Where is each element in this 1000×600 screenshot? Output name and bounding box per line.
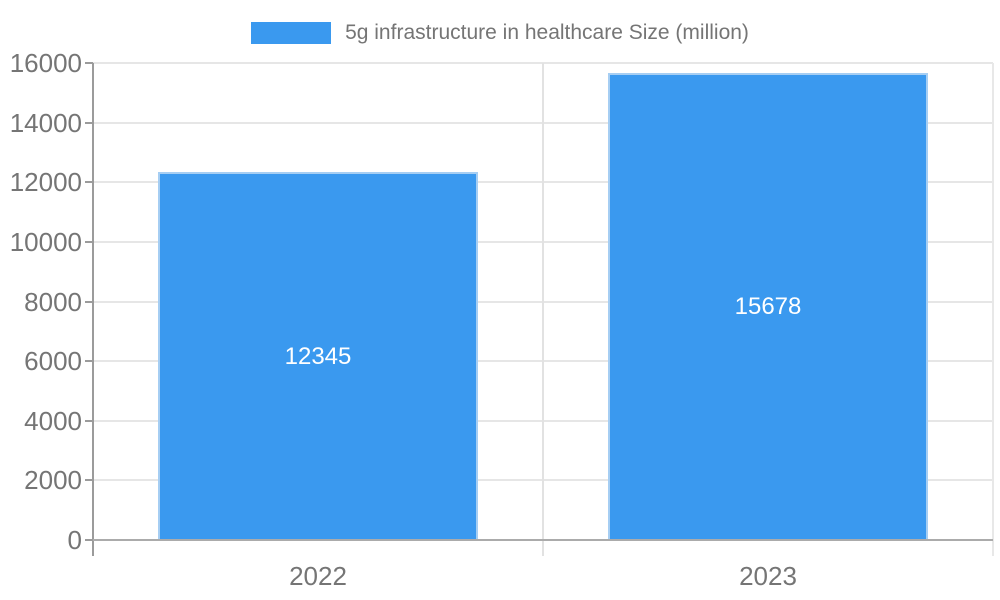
y-axis-tick: [85, 479, 93, 482]
plot-right-border: [992, 63, 994, 556]
y-axis-tick: [85, 419, 93, 422]
y-axis-tick: [85, 539, 93, 541]
bar-2022[interactable]: 12345: [158, 171, 478, 540]
y-axis-tick: [85, 300, 93, 303]
y-tick-label: 12000: [9, 167, 82, 198]
y-tick-label: 16000: [9, 48, 82, 78]
y-axis-tick: [85, 240, 93, 243]
bar-value-label: 12345: [284, 342, 352, 370]
y-tick-label: 14000: [9, 107, 82, 138]
y-axis-tick: [85, 360, 93, 363]
y-tick-label: 4000: [24, 405, 82, 436]
x-tick-label: 2023: [739, 561, 797, 591]
bar-value-label: 15678: [734, 293, 802, 321]
category-separator-line: [542, 63, 544, 556]
y-axis-tick: [85, 121, 93, 124]
bar-2023[interactable]: 15678: [608, 72, 928, 540]
y-axis-line: [92, 63, 94, 556]
y-tick-label: 0: [67, 525, 82, 555]
y-tick-label: 10000: [9, 226, 82, 257]
legend-swatch[interactable]: [251, 22, 332, 44]
y-axis-tick: [85, 181, 93, 184]
legend: 5g infrastructure in healthcare Size (mi…: [0, 20, 1000, 46]
y-axis-tick: [85, 62, 93, 64]
y-tick-label: 6000: [24, 346, 82, 377]
legend-label[interactable]: 5g infrastructure in healthcare Size (mi…: [345, 21, 749, 44]
y-tick-label: 8000: [24, 286, 82, 317]
y-tick-label: 2000: [24, 465, 82, 496]
x-axis-baseline: [93, 539, 993, 541]
x-tick-label: 2022: [289, 561, 347, 591]
